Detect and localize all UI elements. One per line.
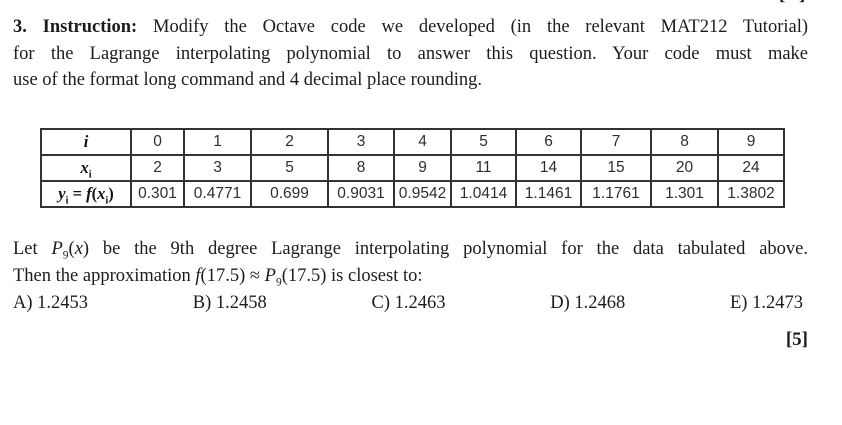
table-cell: 0.4771 (183, 180, 252, 208)
options-row: A) 1.2453 B) 1.2458 C) 1.2463 D) 1.2468 … (13, 290, 803, 316)
option-c: C) 1.2463 (371, 293, 446, 313)
row-label-i: i (40, 128, 132, 156)
table-cell: 7 (580, 128, 652, 156)
table-cell: 1.1761 (580, 180, 652, 208)
table-cell: 0.9542 (393, 180, 452, 208)
table-cell: 8 (327, 154, 395, 182)
row-label-x: xi (40, 154, 132, 182)
table-cell: 1.1461 (515, 180, 582, 208)
table-cell: 24 (717, 154, 785, 182)
table-cell: 0 (130, 128, 185, 156)
table-cell: 2 (250, 128, 329, 156)
instruction-line-1-text: Modify the Octave code we developed (in … (137, 17, 809, 37)
table-cell: 11 (450, 154, 517, 182)
question-line-2: Then the approximation f(17.5) ≈ P9(17.5… (13, 265, 423, 289)
table-cell: 1.3802 (717, 180, 785, 208)
instruction-label: 3. Instruction: (13, 17, 138, 37)
question-line-1: Let P9(x) be the 9th degree Lagrange int… (13, 239, 809, 262)
clipped-previous-marks: [4] (779, 0, 807, 4)
table-cell: 14 (515, 154, 582, 182)
option-b: B) 1.2458 (192, 293, 267, 313)
row-label-y: yi = f(xi) (40, 180, 132, 208)
table-cell: 0.301 (130, 180, 185, 208)
table-cell: 8 (650, 128, 719, 156)
option-e: E) 1.2473 (730, 293, 803, 313)
table-cell: 1.301 (650, 180, 719, 208)
table-cell: 9 (393, 154, 452, 182)
table-cell: 3 (183, 154, 252, 182)
table-cell: 6 (515, 128, 582, 156)
table-cell: 15 (580, 154, 652, 182)
table-cell: 5 (450, 128, 517, 156)
option-d: D) 1.2468 (550, 293, 626, 313)
table-cell: 3 (327, 128, 395, 156)
table-cell: 4 (393, 128, 452, 156)
marks-badge: [5] (785, 329, 808, 350)
option-a: A) 1.2453 (13, 293, 89, 313)
clipped-marks-text: [4] (779, 0, 807, 5)
table-cell: 20 (650, 154, 719, 182)
table-row-x: xi 2 3 5 8 9 11 14 15 20 24 (40, 154, 785, 182)
table-cell: 1 (183, 128, 252, 156)
data-table: i 0 1 2 3 4 5 6 7 8 9 xi 2 3 5 8 9 11 14… (40, 128, 785, 208)
instruction-line-3: use of the format long command and 4 dec… (13, 70, 483, 90)
table-cell: 0.9031 (327, 180, 395, 208)
instruction-line-2: for the Lagrange interpolating polynomia… (13, 43, 808, 64)
instruction-paragraph: 3. Instruction: Modify the Octave code w… (13, 14, 808, 94)
table-row-i: i 0 1 2 3 4 5 6 7 8 9 (40, 128, 785, 156)
table-cell: 1.0414 (450, 180, 517, 208)
table-row-y: yi = f(xi) 0.301 0.4771 0.699 0.9031 0.9… (40, 180, 785, 208)
instruction-line-1: 3. Instruction: Modify the Octave code w… (13, 14, 808, 41)
table-cell: 2 (130, 154, 185, 182)
table-cell: 5 (250, 154, 329, 182)
table-cell: 9 (717, 128, 785, 156)
approx-symbol: ≈ (245, 265, 265, 286)
question-paragraph: Let P9(x) be the 9th degree Lagrange int… (13, 236, 808, 289)
table-cell: 0.699 (250, 180, 329, 208)
